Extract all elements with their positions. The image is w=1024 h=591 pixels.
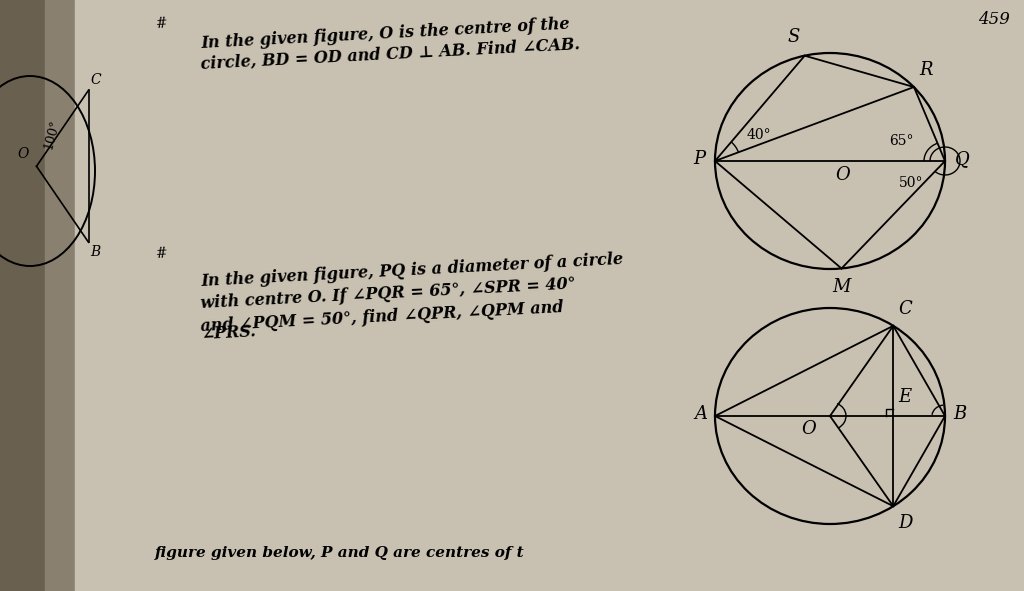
Text: In the given figure, PQ is a diameter of a circle: In the given figure, PQ is a diameter of… — [200, 251, 624, 290]
Text: P: P — [693, 150, 705, 168]
Text: and ∠PQM = 50°, find ∠QPR, ∠QPM and: and ∠PQM = 50°, find ∠QPR, ∠QPM and — [200, 299, 564, 335]
Text: O: O — [801, 420, 816, 438]
Text: 100°: 100° — [42, 119, 61, 151]
Text: In the given figure, O is the centre of the: In the given figure, O is the centre of … — [200, 16, 570, 53]
Bar — [45, 0, 75, 591]
Text: ∠PRS.: ∠PRS. — [200, 323, 256, 343]
Text: A: A — [694, 405, 707, 423]
Text: figure given below, P and Q are centres of t: figure given below, P and Q are centres … — [155, 546, 524, 560]
Text: with centre O. If ∠PQR = 65°, ∠SPR = 40°: with centre O. If ∠PQR = 65°, ∠SPR = 40° — [200, 275, 575, 311]
Text: M: M — [833, 278, 851, 297]
Text: B: B — [953, 405, 967, 423]
Text: 65°: 65° — [889, 134, 913, 148]
Text: circle, BD = OD and CD ⊥ AB. Find ∠CAB.: circle, BD = OD and CD ⊥ AB. Find ∠CAB. — [200, 36, 581, 73]
Text: 40°: 40° — [746, 128, 771, 142]
Text: Q: Q — [955, 150, 970, 168]
Text: C: C — [90, 73, 101, 87]
Text: #: # — [155, 16, 168, 31]
Text: 459: 459 — [978, 11, 1010, 28]
Text: R: R — [919, 61, 933, 79]
Bar — [0, 0, 45, 591]
Text: O: O — [17, 147, 29, 161]
Text: C: C — [898, 300, 912, 318]
Text: O: O — [835, 166, 850, 184]
Text: D: D — [898, 514, 912, 532]
Text: 50°: 50° — [899, 176, 924, 190]
Text: E: E — [898, 388, 911, 406]
Text: S: S — [787, 28, 800, 46]
Text: B: B — [90, 245, 100, 259]
Text: #: # — [155, 246, 168, 261]
